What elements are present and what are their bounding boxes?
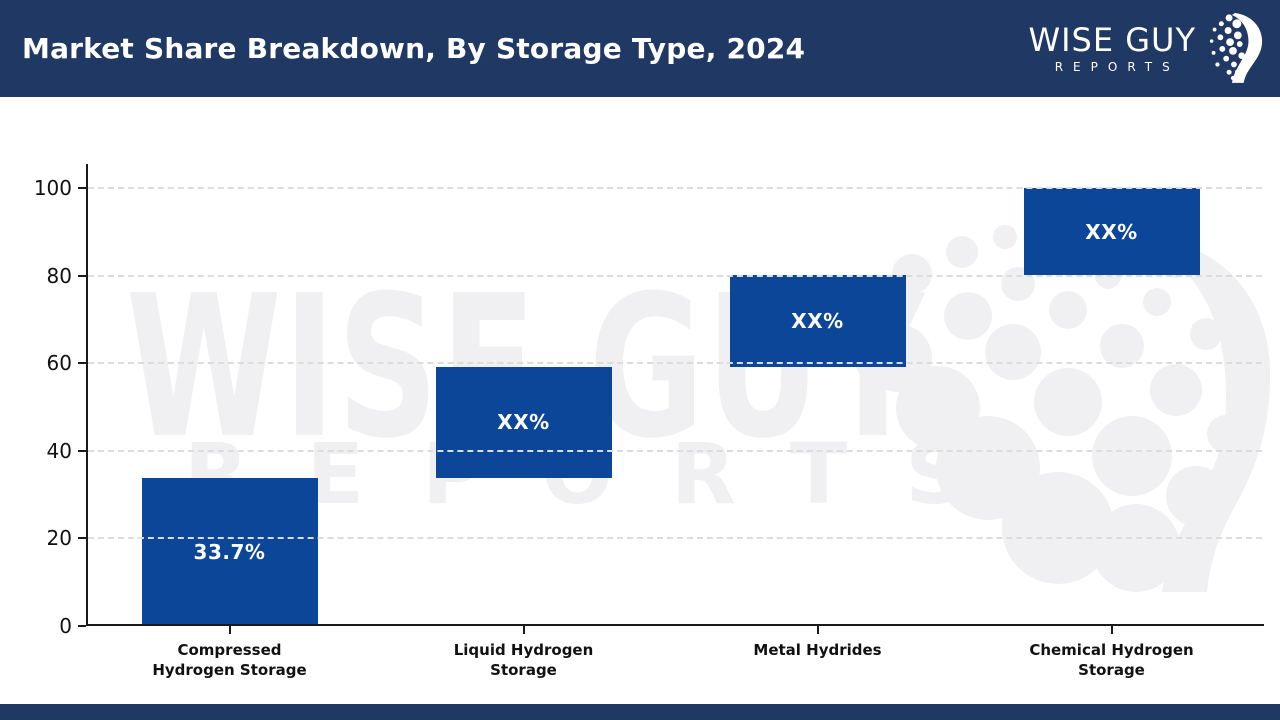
- y-tick-label: 20: [46, 526, 72, 551]
- y-tick-mark: [78, 274, 86, 277]
- category-label-line: Liquid Hydrogen: [453, 641, 594, 659]
- bar-value-label: XX%: [791, 308, 844, 333]
- gridline: [88, 362, 1262, 365]
- category-label-line: Storage: [490, 661, 557, 679]
- category-label-chemical-hydrogen-storage: Chemical Hydrogen Storage: [982, 640, 1242, 680]
- x-tick-mark: [816, 626, 819, 634]
- y-tick-mark: [78, 187, 86, 190]
- y-tick-label: 80: [46, 263, 72, 288]
- footer-bar: [0, 704, 1280, 720]
- y-tick-mark: [78, 624, 86, 627]
- category-label-line: Hydrogen Storage: [152, 661, 307, 679]
- y-tick-label: 60: [46, 351, 72, 376]
- gridline: [88, 274, 1262, 277]
- y-tick-label: 100: [33, 176, 72, 201]
- category-label-liquid-hydrogen-storage: Liquid Hydrogen Storage: [394, 640, 654, 680]
- category-label-line: Storage: [1078, 661, 1145, 679]
- category-label-line: Compressed: [177, 641, 282, 659]
- logo-name-text: WISE GUY: [1028, 20, 1196, 59]
- bar-value-label: 33.7%: [193, 539, 266, 564]
- y-axis-line: [86, 164, 88, 626]
- gridline: [88, 537, 1262, 540]
- y-tick-mark: [78, 449, 86, 452]
- category-label-compressed-hydrogen-storage: Compressed Hydrogen Storage: [100, 640, 360, 680]
- logo-face-icon: [1200, 11, 1264, 87]
- bar-value-label: XX%: [1085, 219, 1138, 244]
- gridline: [88, 187, 1262, 190]
- x-tick-mark: [522, 626, 525, 634]
- logo: WISE GUY REPORTS: [1028, 11, 1264, 87]
- logo-text: WISE GUY REPORTS: [1028, 24, 1196, 74]
- gridline: [88, 449, 1262, 452]
- y-tick-label: 0: [59, 613, 72, 638]
- y-tick-label: 40: [46, 438, 72, 463]
- bar-chemical-hydrogen-storage: XX%: [1023, 188, 1200, 275]
- bar-compressed-hydrogen-storage: 33.7%: [141, 478, 318, 626]
- bar-metal-hydrides: XX%: [729, 274, 906, 367]
- category-label-line: Metal Hydrides: [753, 641, 882, 659]
- page-title: Market Share Breakdown, By Storage Type,…: [22, 32, 806, 65]
- y-tick-mark: [78, 362, 86, 365]
- x-axis-line: [86, 624, 1264, 626]
- header-bar: Market Share Breakdown, By Storage Type,…: [0, 0, 1280, 97]
- category-label-metal-hydrides: Metal Hydrides: [688, 640, 948, 660]
- x-tick-mark: [228, 626, 231, 634]
- category-label-line: Chemical Hydrogen: [1029, 641, 1194, 659]
- bar-value-label: XX%: [497, 410, 550, 435]
- bar-liquid-hydrogen-storage: XX%: [435, 366, 612, 479]
- y-tick-mark: [78, 537, 86, 540]
- logo-sub-text: REPORTS: [1054, 59, 1180, 74]
- x-tick-mark: [1110, 626, 1113, 634]
